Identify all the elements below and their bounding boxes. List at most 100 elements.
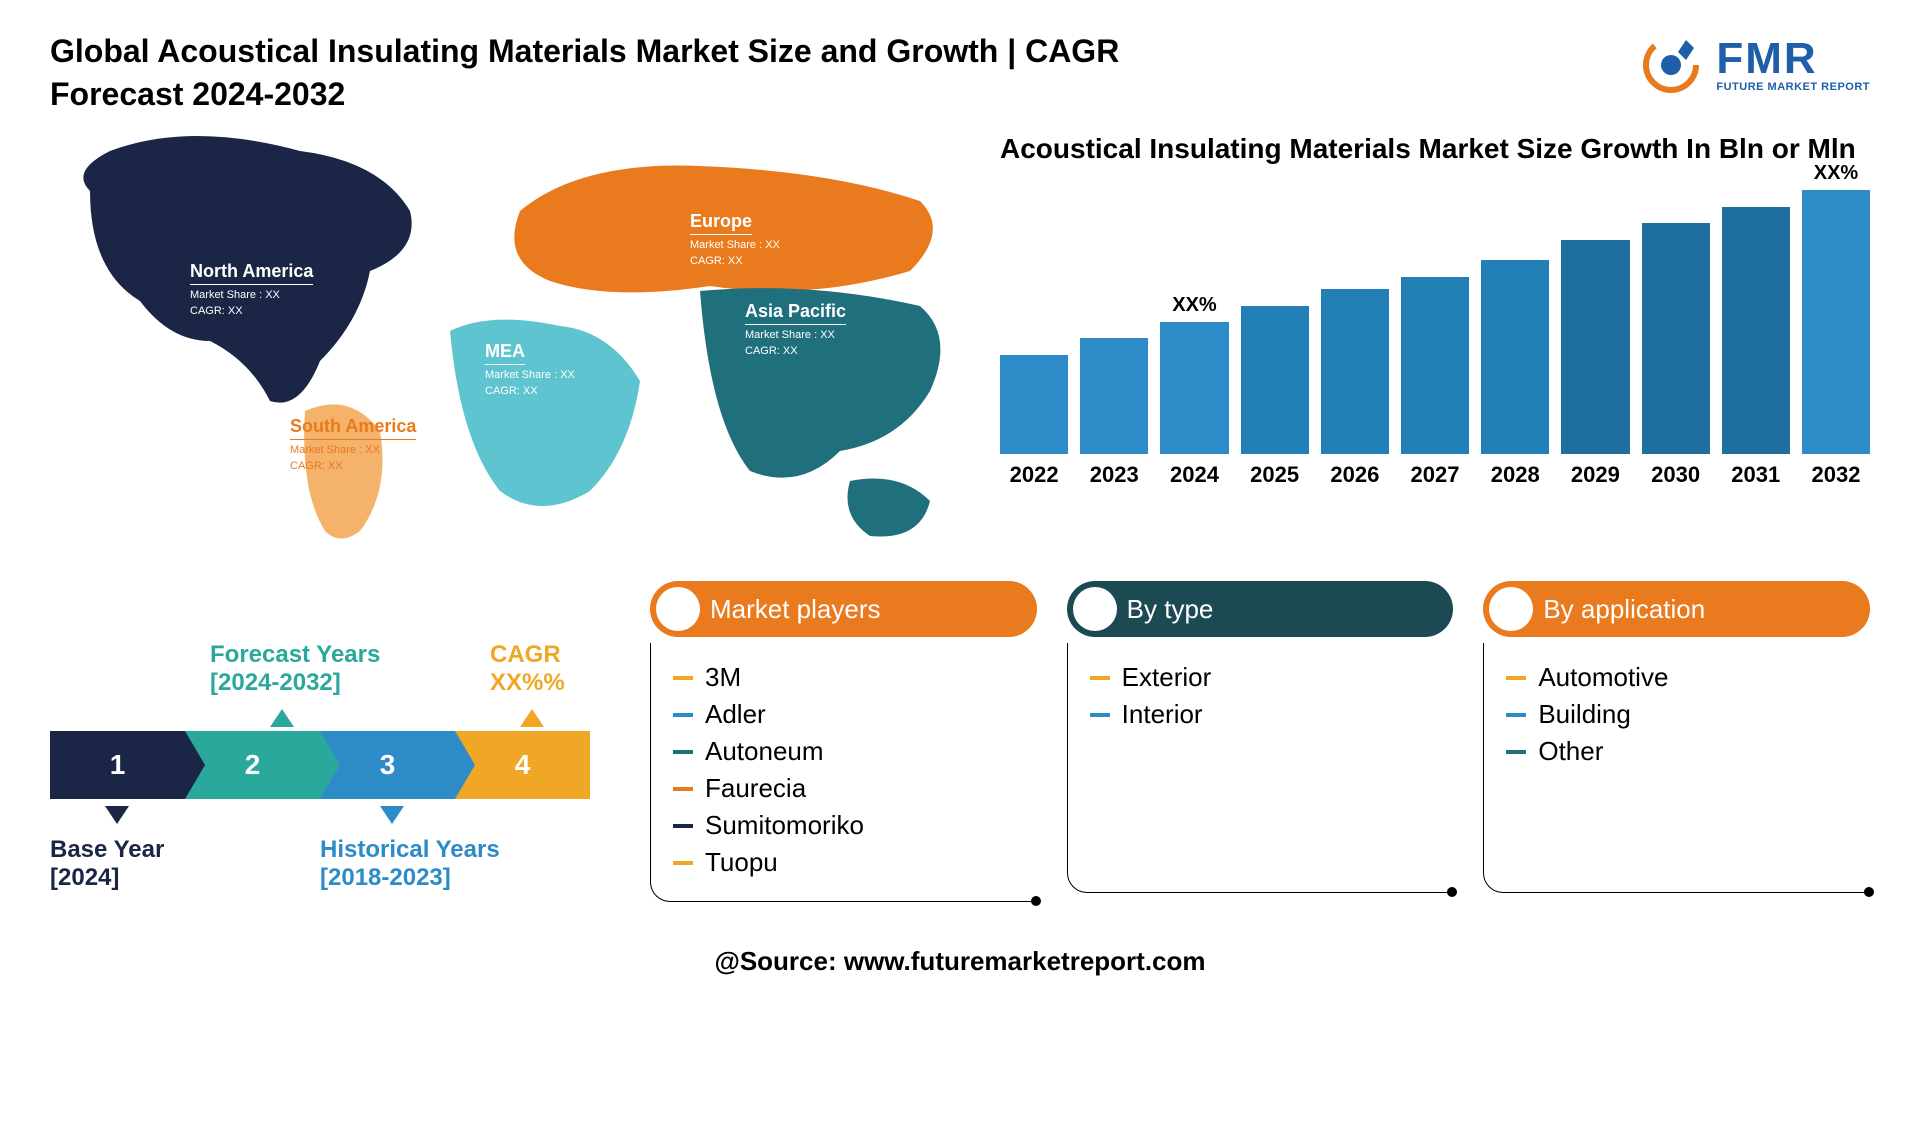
- bar-rect: [1642, 223, 1710, 454]
- tick-icon: [1090, 676, 1110, 680]
- tick-icon: [673, 861, 693, 865]
- segment-title: Market players: [710, 594, 881, 625]
- bar-2024: XX% 2024: [1160, 294, 1228, 488]
- bar-rect: [1321, 289, 1389, 454]
- timeline-seg-1: 1: [50, 731, 185, 799]
- segment-dot-icon: [1073, 587, 1117, 631]
- segment-list: Exterior Interior: [1067, 643, 1454, 893]
- bar-2032: XX% 2032: [1802, 162, 1870, 488]
- bar-top-label: XX%: [1172, 294, 1216, 318]
- list-item-label: Automotive: [1538, 662, 1668, 693]
- timeline-arrow-forecast: [270, 709, 294, 727]
- map-label-ap: Asia PacificMarket Share : XXCAGR: XX: [745, 301, 846, 359]
- bar-rect: [1080, 338, 1148, 453]
- segment-header: By application: [1483, 581, 1870, 637]
- logo-text-sub: FUTURE MARKET REPORT: [1716, 81, 1870, 93]
- segment-list: Automotive Building Other: [1483, 643, 1870, 893]
- bar-2025: 2025: [1241, 278, 1309, 488]
- tick-icon: [1506, 750, 1526, 754]
- bar-rect: [1481, 260, 1549, 454]
- bar-2022: 2022: [1000, 327, 1068, 488]
- list-item: Adler: [673, 696, 1027, 733]
- bar-rect: [1000, 355, 1068, 454]
- bar-2031: 2031: [1722, 179, 1790, 488]
- page-title: Global Acoustical Insulating Materials M…: [50, 30, 1150, 116]
- bar-2023: 2023: [1080, 310, 1148, 487]
- tick-icon: [1506, 713, 1526, 717]
- bar-year-label: 2032: [1811, 462, 1860, 488]
- segment-1: By type Exterior Interior: [1067, 581, 1454, 911]
- list-item-label: Building: [1538, 699, 1631, 730]
- map-label-na: North AmericaMarket Share : XXCAGR: XX: [190, 261, 313, 319]
- segment-dot-icon: [656, 587, 700, 631]
- bar-year-label: 2023: [1090, 462, 1139, 488]
- tick-icon: [673, 750, 693, 754]
- bar-year-label: 2026: [1330, 462, 1379, 488]
- tick-icon: [673, 824, 693, 828]
- timeline-seg-4: 4: [455, 731, 590, 799]
- tick-icon: [1506, 676, 1526, 680]
- logo-icon: [1636, 30, 1706, 100]
- timeline-seg-3: 3: [320, 731, 455, 799]
- growth-bar-chart: Acoustical Insulating Materials Market S…: [1000, 131, 1870, 551]
- bar-2029: 2029: [1561, 212, 1629, 488]
- bar-2028: 2028: [1481, 232, 1549, 488]
- list-item-label: Autoneum: [705, 736, 824, 767]
- timeline: Forecast Years[2024-2032] CAGRXX%% Base Ye…: [50, 581, 610, 911]
- bar-2030: 2030: [1642, 195, 1710, 488]
- list-item-label: Interior: [1122, 699, 1203, 730]
- timeline-label-forecast: Forecast Years[2024-2032]: [210, 641, 380, 697]
- list-item-label: Other: [1538, 736, 1603, 767]
- bar-top-label: XX%: [1814, 162, 1858, 186]
- tick-icon: [1090, 713, 1110, 717]
- timeline-label-cagr: CAGRXX%%: [490, 641, 565, 697]
- bar-rect: [1561, 240, 1629, 454]
- logo-text-main: FMR: [1716, 37, 1870, 81]
- timeline-seg-2: 2: [185, 731, 320, 799]
- bar-rect: [1802, 190, 1870, 454]
- list-item: Exterior: [1090, 659, 1444, 696]
- segment-2: By application Automotive Building Other: [1483, 581, 1870, 911]
- list-item-label: Tuopu: [705, 847, 778, 878]
- segment-0: Market players 3M Adler AutoneumFaureciaSum…: [650, 581, 1037, 911]
- bar-year-label: 2025: [1250, 462, 1299, 488]
- world-map: North AmericaMarket Share : XXCAGR: XX So…: [50, 131, 970, 551]
- segment-dot-icon: [1489, 587, 1533, 631]
- list-item-label: Exterior: [1122, 662, 1212, 693]
- list-item-label: Adler: [705, 699, 766, 730]
- list-item: 3M: [673, 659, 1027, 696]
- bar-year-label: 2024: [1170, 462, 1219, 488]
- bar-2026: 2026: [1321, 261, 1389, 488]
- list-item: Other: [1506, 733, 1860, 770]
- list-item: Automotive: [1506, 659, 1860, 696]
- timeline-arrow-hist: [380, 806, 404, 824]
- segment-title: By application: [1543, 594, 1705, 625]
- list-item: Faurecia: [673, 770, 1027, 807]
- map-label-eu: EuropeMarket Share : XXCAGR: XX: [690, 211, 780, 269]
- source-footer: @Source: www.futuremarketreport.com: [50, 946, 1870, 977]
- segment-list: 3M Adler AutoneumFaureciaSumitomoriko Tuopu: [650, 643, 1037, 902]
- bar-year-label: 2028: [1491, 462, 1540, 488]
- segment-header: Market players: [650, 581, 1037, 637]
- map-label-sa: South AmericaMarket Share : XXCAGR: XX: [290, 416, 416, 474]
- list-item: Sumitomoriko: [673, 807, 1027, 844]
- timeline-label-base: Base Year[2024]: [50, 836, 164, 892]
- list-item: Building: [1506, 696, 1860, 733]
- list-item-label: 3M: [705, 662, 741, 693]
- bar-rect: [1160, 322, 1228, 454]
- timeline-arrow-base: [105, 806, 129, 824]
- tick-icon: [673, 676, 693, 680]
- map-label-mea: MEAMarket Share : XXCAGR: XX: [485, 341, 575, 399]
- list-item: Autoneum: [673, 733, 1027, 770]
- bar-rect: [1241, 306, 1309, 454]
- tick-icon: [673, 713, 693, 717]
- segment-title: By type: [1127, 594, 1214, 625]
- fmr-logo: FMR FUTURE MARKET REPORT: [1636, 30, 1870, 100]
- bar-year-label: 2027: [1411, 462, 1460, 488]
- bar-rect: [1722, 207, 1790, 454]
- timeline-arrow-cagr: [520, 709, 544, 727]
- bar-year-label: 2029: [1571, 462, 1620, 488]
- list-item-label: Sumitomoriko: [705, 810, 864, 841]
- list-item: Tuopu: [673, 844, 1027, 881]
- bar-year-label: 2030: [1651, 462, 1700, 488]
